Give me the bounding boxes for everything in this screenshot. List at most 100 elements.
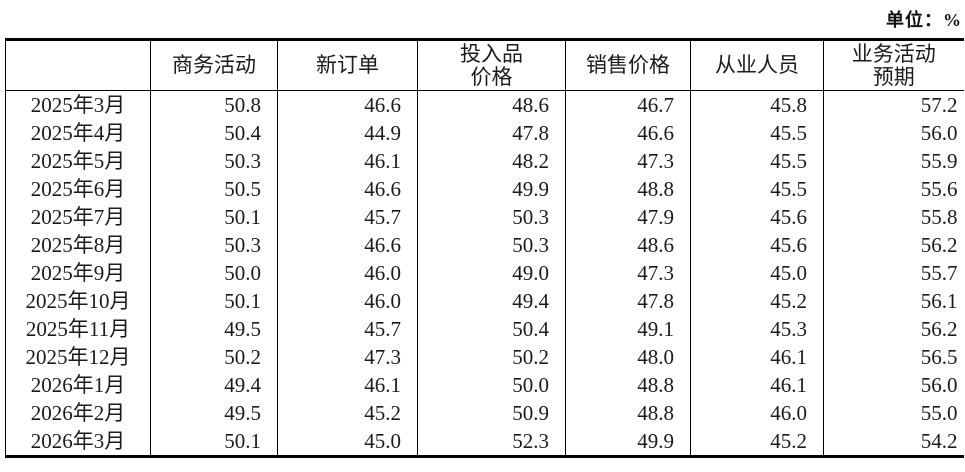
value-cell: 50.2: [150, 343, 278, 371]
header-cell-new-orders: 新订单: [277, 39, 418, 91]
value-cell: 50.3: [150, 231, 278, 259]
value-cell: 56.2: [823, 231, 964, 259]
value-cell: 55.7: [823, 259, 964, 287]
pmi-table: 商务活动 新订单 投入品 价格 销售价格 从业人员 业务活动 预期 2025年3…: [5, 38, 964, 458]
table-row: 2025年11月 49.5 45.7 50.4 49.1 45.3 56.2: [5, 315, 964, 343]
value-cell: 50.9: [417, 399, 566, 427]
value-cell: 46.0: [277, 287, 418, 315]
header-cell-selling-prices: 销售价格: [565, 39, 691, 91]
value-cell: 56.0: [823, 371, 964, 399]
header-cell-business-activity: 商务活动: [150, 39, 278, 91]
table-row: 2026年1月 49.4 46.1 50.0 48.8 46.1 56.0: [5, 371, 964, 399]
month-cell: 2025年3月: [5, 90, 151, 119]
value-cell: 54.2: [823, 427, 964, 457]
value-cell: 47.3: [277, 343, 418, 371]
value-cell: 55.8: [823, 203, 964, 231]
value-cell: 50.3: [150, 147, 278, 175]
value-cell: 55.0: [823, 399, 964, 427]
header-cell-input-prices: 投入品 价格: [417, 39, 566, 91]
value-cell: 50.4: [150, 119, 278, 147]
value-cell: 45.8: [690, 90, 824, 119]
header-cell-employment: 从业人员: [690, 39, 824, 91]
value-cell: 47.3: [565, 259, 691, 287]
value-cell: 48.6: [417, 90, 566, 119]
value-cell: 46.6: [565, 119, 691, 147]
month-cell: 2025年11月: [5, 315, 151, 343]
value-cell: 45.5: [690, 119, 824, 147]
month-cell: 2025年8月: [5, 231, 151, 259]
table-row: 2026年2月 49.5 45.2 50.9 48.8 46.0 55.0: [5, 399, 964, 427]
value-cell: 50.1: [150, 427, 278, 457]
value-cell: 46.1: [690, 343, 824, 371]
value-cell: 47.8: [565, 287, 691, 315]
value-cell: 48.8: [565, 399, 691, 427]
month-cell: 2025年10月: [5, 287, 151, 315]
month-cell: 2026年2月: [5, 399, 151, 427]
value-cell: 46.1: [690, 371, 824, 399]
value-cell: 45.3: [690, 315, 824, 343]
value-cell: 45.5: [690, 175, 824, 203]
value-cell: 50.0: [417, 371, 566, 399]
value-cell: 46.1: [277, 371, 418, 399]
value-cell: 48.8: [565, 175, 691, 203]
value-cell: 50.5: [150, 175, 278, 203]
table-row: 2025年8月 50.3 46.6 50.3 48.6 45.6 56.2: [5, 231, 964, 259]
table-row: 2025年7月 50.1 45.7 50.3 47.9 45.6 55.8: [5, 203, 964, 231]
value-cell: 50.0: [150, 259, 278, 287]
value-cell: 50.1: [150, 203, 278, 231]
value-cell: 48.6: [565, 231, 691, 259]
value-cell: 57.2: [823, 90, 964, 119]
table-row: 2025年5月 50.3 46.1 48.2 47.3 45.5 55.9: [5, 147, 964, 175]
value-cell: 47.3: [565, 147, 691, 175]
table-row: 2025年10月 50.1 46.0 49.4 47.8 45.2 56.1: [5, 287, 964, 315]
value-cell: 45.5: [690, 147, 824, 175]
value-cell: 56.1: [823, 287, 964, 315]
table-row: 2025年4月 50.4 44.9 47.8 46.6 45.5 56.0: [5, 119, 964, 147]
value-cell: 45.2: [690, 427, 824, 457]
table-row: 2025年12月 50.2 47.3 50.2 48.0 46.1 56.5: [5, 343, 964, 371]
value-cell: 50.1: [150, 287, 278, 315]
value-cell: 56.0: [823, 119, 964, 147]
value-cell: 48.0: [565, 343, 691, 371]
value-cell: 49.1: [565, 315, 691, 343]
table-row: 2025年3月 50.8 46.6 48.6 46.7 45.8 57.2: [5, 90, 964, 119]
table-row: 2025年6月 50.5 46.6 49.9 48.8 45.5 55.6: [5, 175, 964, 203]
value-cell: 49.5: [150, 399, 278, 427]
table-row: 2026年3月 50.1 45.0 52.3 49.9 45.2 54.2: [5, 427, 964, 457]
month-cell: 2025年9月: [5, 259, 151, 287]
table-row: 2025年9月 50.0 46.0 49.0 47.3 45.0 55.7: [5, 259, 964, 287]
value-cell: 45.6: [690, 203, 824, 231]
value-cell: 45.6: [690, 231, 824, 259]
table-header-row: 商务活动 新订单 投入品 价格 销售价格 从业人员 业务活动 预期: [5, 39, 964, 91]
value-cell: 45.2: [690, 287, 824, 315]
value-cell: 45.7: [277, 315, 418, 343]
header-cell-month-empty: [5, 39, 151, 91]
value-cell: 48.2: [417, 147, 566, 175]
value-cell: 50.2: [417, 343, 566, 371]
value-cell: 52.3: [417, 427, 566, 457]
value-cell: 56.2: [823, 315, 964, 343]
value-cell: 45.0: [690, 259, 824, 287]
month-cell: 2025年6月: [5, 175, 151, 203]
value-cell: 46.0: [277, 259, 418, 287]
value-cell: 47.8: [417, 119, 566, 147]
value-cell: 49.4: [150, 371, 278, 399]
unit-label: 单位：%: [886, 10, 962, 30]
value-cell: 45.2: [277, 399, 418, 427]
value-cell: 50.3: [417, 231, 566, 259]
value-cell: 44.9: [277, 119, 418, 147]
month-cell: 2025年5月: [5, 147, 151, 175]
value-cell: 56.5: [823, 343, 964, 371]
table-body: 2025年3月 50.8 46.6 48.6 46.7 45.8 57.2 20…: [5, 90, 964, 457]
value-cell: 46.6: [277, 231, 418, 259]
value-cell: 50.4: [417, 315, 566, 343]
value-cell: 47.9: [565, 203, 691, 231]
month-cell: 2025年4月: [5, 119, 151, 147]
value-cell: 50.8: [150, 90, 278, 119]
value-cell: 55.9: [823, 147, 964, 175]
value-cell: 46.1: [277, 147, 418, 175]
month-cell: 2026年3月: [5, 427, 151, 457]
value-cell: 49.9: [565, 427, 691, 457]
value-cell: 46.0: [690, 399, 824, 427]
